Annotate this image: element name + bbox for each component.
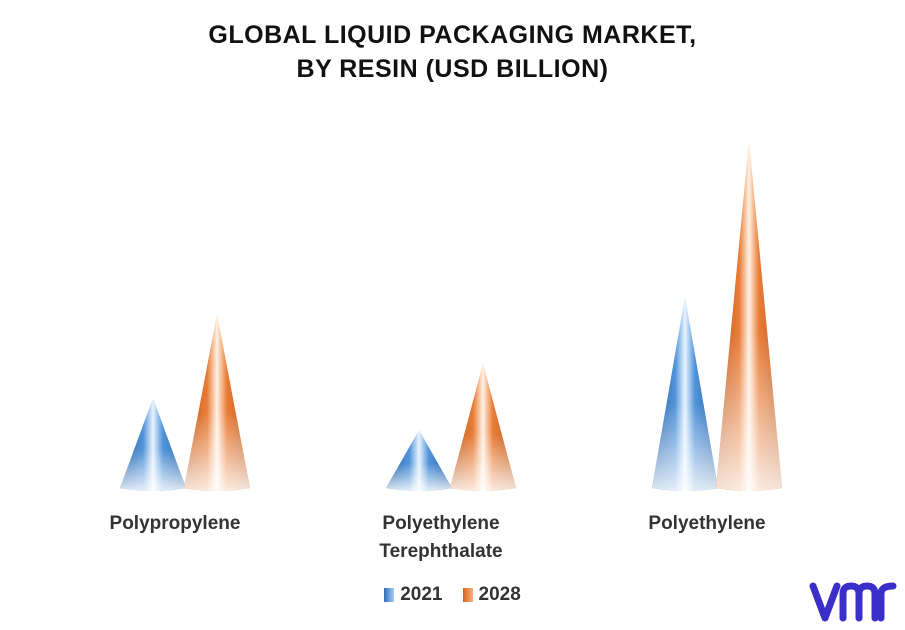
cone-fade-2028-2 <box>716 140 782 491</box>
legend-label-2028: 2028 <box>478 584 521 605</box>
cone-fade-2021-1 <box>386 430 452 491</box>
vmr-logo-icon <box>809 582 897 622</box>
cone-fade-2021-0 <box>120 398 186 491</box>
category-label-0-0: Polypropylene <box>110 513 241 534</box>
chart-title: GLOBAL LIQUID PACKAGING MARKET, BY RESIN… <box>0 18 905 86</box>
chart-title-line1: GLOBAL LIQUID PACKAGING MARKET, <box>208 21 697 49</box>
legend-label-2021: 2021 <box>400 584 443 605</box>
legend-swatch-2021 <box>384 588 395 602</box>
category-label-1-1: Terephthalate <box>379 541 502 562</box>
category-label-1-0: Polyethylene <box>382 513 499 534</box>
legend-swatch-2028 <box>462 588 473 602</box>
cone-fade-2028-1 <box>450 363 516 491</box>
chart-area: Polypropylene Polyethylene Terephthalate Po… <box>110 140 782 562</box>
legend-item-2021: 2021 <box>384 584 443 606</box>
legend: 2021 2028 <box>0 584 905 606</box>
legend-item-2028: 2028 <box>462 584 521 606</box>
cone-fade-2021-2 <box>652 296 718 491</box>
chart-title-line2: BY RESIN (USD BILLION) <box>296 55 609 83</box>
cone-fade-2028-0 <box>184 314 250 491</box>
category-label-2-0: Polyethylene <box>648 513 765 534</box>
